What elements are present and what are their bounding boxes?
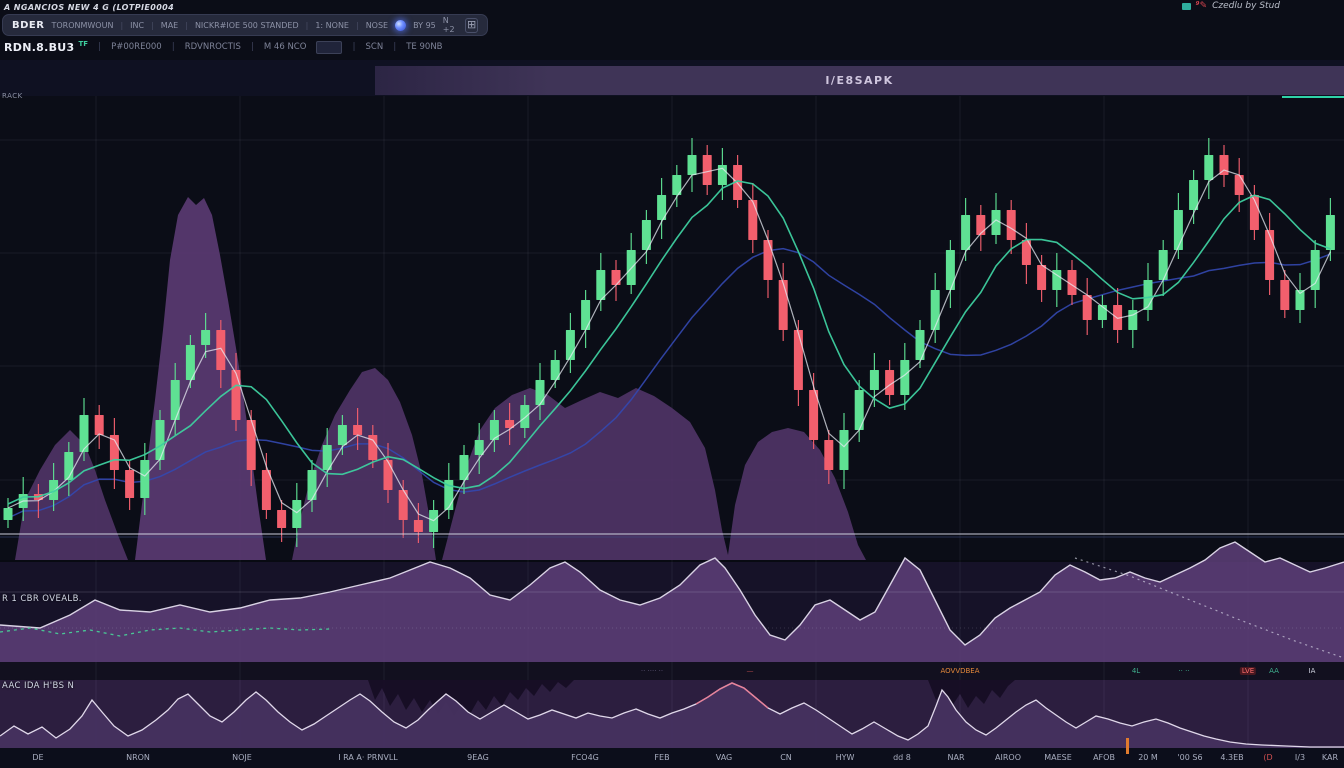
separator: | [120,20,124,30]
indicator1-label: R 1 CBR OVEALB. [2,594,82,604]
axis-highlight-tick [1126,738,1129,754]
separator: | [151,20,154,30]
axis-label: AIROO [995,753,1021,762]
symbol-bar: RDN.8.BU3 TF | P#00RE000 | RDVNROCTIS | M 46 … [4,38,443,56]
axis-label: 20 M [1138,753,1158,762]
session-banner[interactable]: I/E8SAPK [375,66,1344,95]
axis-label: FCO4G [571,753,599,762]
credit-cluster: ⁹✎ Czedlu by Stud [1181,1,1280,11]
symbol-badge: TF [78,40,89,48]
axis-label: 9EAG [467,753,489,762]
notification-dot-icon[interactable] [395,19,407,31]
symbol-bar-item[interactable]: SCN [365,42,384,52]
axis-label: DE [32,753,44,762]
axis-label: NAR [947,753,965,762]
time-axis[interactable] [0,748,1344,768]
axis-label: I RA A· PRNVLL [338,753,398,762]
divider-marker: AOVVDBEA [940,667,980,675]
chart-corner-label: RACK [2,92,23,100]
axis-label: VAG [715,753,733,762]
grid-icon[interactable]: ⊞ [465,17,478,33]
axis-label: AFOB [1093,753,1115,762]
separator: | [305,20,309,30]
divider-marker: ·· ·· [1178,667,1190,675]
axis-label: MAESE [1044,753,1072,762]
toolbar-item[interactable]: 1: NONE [315,20,349,30]
axis-label: (D [1263,753,1273,762]
banner-text: I/E8SAPK [825,74,894,87]
toolbar-item[interactable]: MAE [160,20,179,30]
separator: | [355,20,359,30]
separator: | [393,42,397,52]
symbol-bar-item[interactable]: TE 90NB [406,42,443,52]
main-toolbar: BDER TORONMWOUN | INC | MAE | NICKR#IOE 500 ST… [2,14,488,36]
mini-input-box[interactable] [316,40,343,54]
indicator2-label: AAC IDA H'BS N [2,681,75,691]
divider-marker: — [746,667,754,675]
brand-label: BDER [12,19,45,31]
window-title: A NGANCIOS NEW 4 G (LOTPIE0004 [4,3,175,12]
live-badge: LVE [1239,667,1257,675]
axis-label: '00 S6 [1177,753,1203,762]
axis-label: NOJE [232,753,252,762]
divider-marker: IA [1308,667,1316,675]
symbol-name[interactable]: RDN.8.BU3 [4,40,75,54]
divider-marker: AA [1269,667,1279,675]
meta-bar: A NGANCIOS NEW 4 G (LOTPIE0004 [4,1,1340,14]
toolbar-item[interactable]: INC [130,20,145,30]
symbol-bar-item[interactable]: M 46 NCO [263,42,307,52]
toolbar-item[interactable]: NOSE [365,20,389,30]
separator: | [352,42,356,52]
toolbar-right-text: N +2 [442,16,455,34]
axis-label: I/3 [1294,753,1306,762]
credit-text: Czedlu by Stud [1212,1,1280,11]
axis-label: HYW [835,753,855,762]
axis-label: KAR [1321,753,1339,762]
toolbar-item[interactable]: TORONMWOUN [51,20,114,30]
status-text: BY 95 [413,20,436,30]
axis-label: CN [780,753,792,762]
axis-label: 4.3EB [1220,753,1244,762]
toolbar-item[interactable]: NICKR#IOE 500 STANDED [194,20,299,30]
separator: | [185,20,188,30]
axis-label: dd 8 [893,753,911,762]
symbol-bar-item[interactable]: RDVNROCTIS [184,42,241,52]
divider-marker: 4L [1131,667,1141,675]
symbol-bar-item[interactable]: P#00RE000 [111,42,162,52]
status-square-icon [1181,2,1191,10]
separator: | [250,42,254,52]
separator: | [98,42,102,52]
axis-label: FEB [654,753,670,762]
brand-logo-icon: ⁹✎ [1195,1,1208,11]
separator: | [171,42,175,52]
axis-label: NRON [126,753,150,762]
divider-marker: ·· ···· ·· [640,667,664,675]
